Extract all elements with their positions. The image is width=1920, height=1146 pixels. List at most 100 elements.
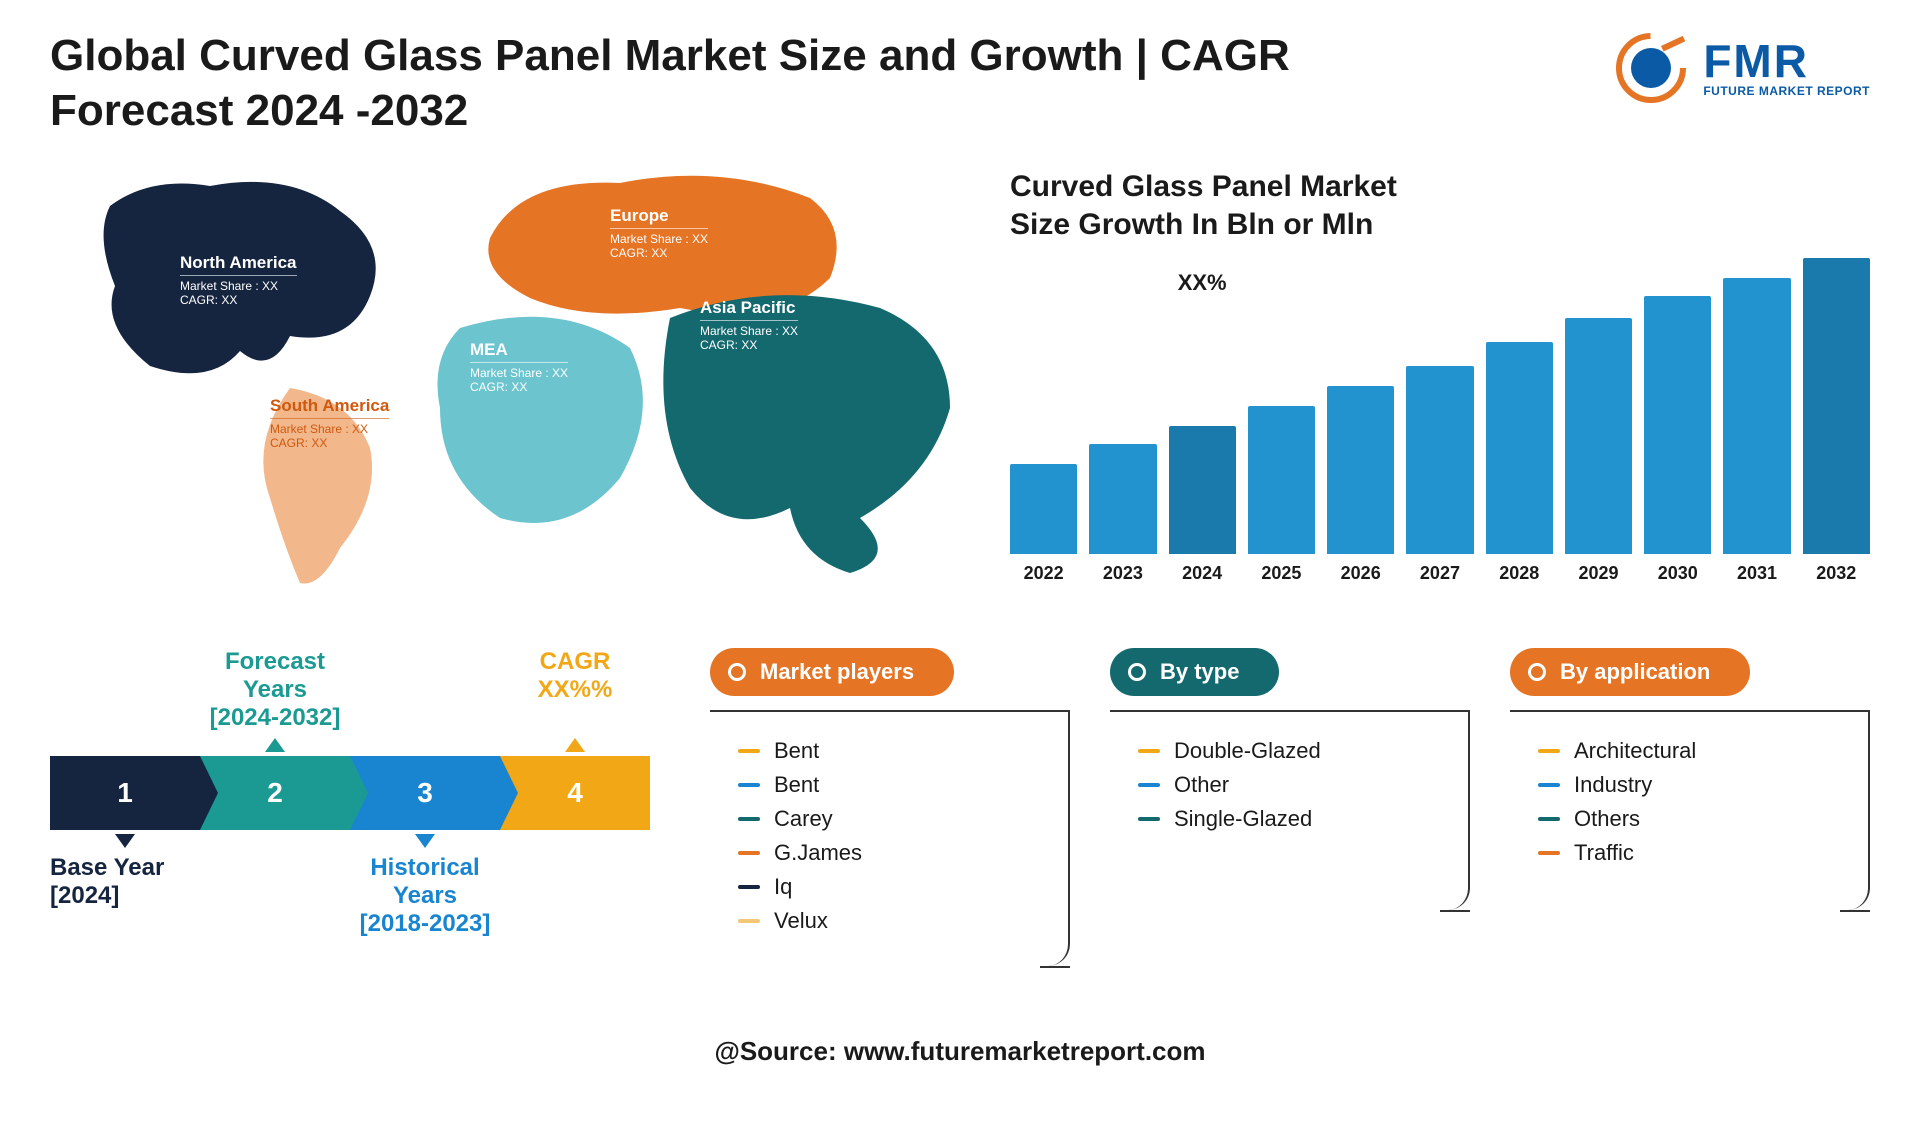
category-item-label: Iq <box>774 874 792 900</box>
page-title: Global Curved Glass Panel Market Size an… <box>50 28 1450 138</box>
timeline-segment: 3 <box>350 756 500 830</box>
base-year-range: [2024] <box>50 882 200 910</box>
bar-col: 2030 <box>1644 296 1711 554</box>
source-line: @Source: www.futuremarketreport.com <box>50 1036 1870 1067</box>
world-map: North AmericaMarket Share : XXCAGR: XX So… <box>50 168 970 588</box>
category-item: Carey <box>738 806 1028 832</box>
arrow-up-icon <box>265 738 285 752</box>
bar-col: 2026 <box>1327 386 1394 554</box>
bar-col: 2028 <box>1486 342 1553 554</box>
timeline-segment: 1 <box>50 756 200 830</box>
logo-icon <box>1611 28 1691 108</box>
bar-col: 2027 <box>1406 366 1473 554</box>
category-item: Bent <box>738 772 1028 798</box>
timeline-segment: 4 <box>500 756 650 830</box>
bar-annotation: XX% <box>1178 270 1227 296</box>
bar-year-label: 2031 <box>1737 563 1777 584</box>
category-item: Single-Glazed <box>1138 806 1428 832</box>
timeline-segment: 2 <box>200 756 350 830</box>
category-body: Architectural Industry Others Traffic <box>1510 710 1870 910</box>
hist-label: Historical Years <box>350 854 500 910</box>
bar-rect <box>1089 444 1156 554</box>
bar-year-label: 2024 <box>1182 563 1222 584</box>
bar-chart-panel: Curved Glass Panel Market Size Growth In… <box>1010 168 1870 588</box>
tick-icon <box>738 749 760 753</box>
bar-rect <box>1010 464 1077 554</box>
category-body: Bent Bent Carey G.James Iq Velux <box>710 710 1070 966</box>
arrow-down-icon <box>415 834 435 848</box>
bottom-row: Forecast Years [2024-2032] CAGR XX%% 123… <box>50 648 1870 966</box>
bar-rect <box>1327 386 1394 554</box>
category-item: Double-Glazed <box>1138 738 1428 764</box>
bar-year-label: 2027 <box>1420 563 1460 584</box>
category-item-label: Carey <box>774 806 833 832</box>
bar-col: 2024XX% <box>1169 426 1236 554</box>
category-item: Others <box>1538 806 1828 832</box>
category-type: By type Double-Glazed Other Single-Glazed <box>1110 648 1470 966</box>
category-item: Other <box>1138 772 1428 798</box>
region-label-mea: MEAMarket Share : XXCAGR: XX <box>470 340 568 394</box>
tick-icon <box>1538 817 1560 821</box>
bar-rect <box>1248 406 1315 554</box>
category-pill: By application <box>1510 648 1750 696</box>
category-pill-label: By application <box>1560 659 1710 685</box>
category-item: G.James <box>738 840 1028 866</box>
bar-col: 2025 <box>1248 406 1315 554</box>
dot-icon <box>728 663 746 681</box>
bar-year-label: 2023 <box>1103 563 1143 584</box>
forecast-label: Forecast Years <box>200 648 350 704</box>
category-pill-label: By type <box>1160 659 1239 685</box>
bar-year-label: 2025 <box>1261 563 1301 584</box>
bar-year-label: 2029 <box>1578 563 1618 584</box>
category-item: Industry <box>1538 772 1828 798</box>
top-row: North AmericaMarket Share : XXCAGR: XX So… <box>50 168 1870 588</box>
category-item-label: Double-Glazed <box>1174 738 1321 764</box>
category-item-label: Traffic <box>1574 840 1634 866</box>
category-item-label: Bent <box>774 738 819 764</box>
category-item: Velux <box>738 908 1028 934</box>
logo: FMR FUTURE MARKET REPORT <box>1611 28 1870 108</box>
bar-rect <box>1486 342 1553 554</box>
category-item-label: Single-Glazed <box>1174 806 1312 832</box>
category-item: Architectural <box>1538 738 1828 764</box>
bar-rect <box>1406 366 1473 554</box>
bar-col: 2023 <box>1089 444 1156 554</box>
tick-icon <box>738 851 760 855</box>
bar-col: 2022 <box>1010 464 1077 554</box>
tick-icon <box>738 919 760 923</box>
chart-title: Curved Glass Panel Market Size Growth In… <box>1010 168 1430 243</box>
tick-icon <box>1138 817 1160 821</box>
category-item-label: G.James <box>774 840 862 866</box>
category-panels: Market players Bent Bent Carey G.James Iq Velu… <box>710 648 1870 966</box>
bar-col: 2031 <box>1723 278 1790 554</box>
logo-subtext: FUTURE MARKET REPORT <box>1703 84 1870 98</box>
hist-range: [2018-2023] <box>350 910 500 938</box>
bar-rect <box>1803 258 1870 554</box>
base-year-label: Base Year <box>50 854 200 882</box>
forecast-range: [2024-2032] <box>200 704 350 732</box>
category-pill: Market players <box>710 648 954 696</box>
bar-year-label: 2032 <box>1816 563 1856 584</box>
tick-icon <box>1538 783 1560 787</box>
bar-year-label: 2022 <box>1024 563 1064 584</box>
category-body: Double-Glazed Other Single-Glazed <box>1110 710 1470 910</box>
bar-year-label: 2026 <box>1341 563 1381 584</box>
timeline-bar: 1234 <box>50 756 650 830</box>
bar-year-label: 2030 <box>1658 563 1698 584</box>
bar-rect <box>1723 278 1790 554</box>
region-label-south_america: South AmericaMarket Share : XXCAGR: XX <box>270 396 389 450</box>
tick-icon <box>738 817 760 821</box>
cagr-value: XX%% <box>500 676 650 704</box>
bar-rect <box>1565 318 1632 554</box>
header: Global Curved Glass Panel Market Size an… <box>50 28 1870 138</box>
region-label-north_america: North AmericaMarket Share : XXCAGR: XX <box>180 253 297 307</box>
category-item-label: Velux <box>774 908 828 934</box>
region-label-europe: EuropeMarket Share : XXCAGR: XX <box>610 206 708 260</box>
category-players: Market players Bent Bent Carey G.James Iq Velu… <box>710 648 1070 966</box>
tick-icon <box>1138 783 1160 787</box>
category-item-label: Other <box>1174 772 1229 798</box>
timeline: Forecast Years [2024-2032] CAGR XX%% 123… <box>50 648 650 938</box>
arrow-up-icon <box>565 738 585 752</box>
tick-icon <box>1138 749 1160 753</box>
tick-icon <box>738 885 760 889</box>
